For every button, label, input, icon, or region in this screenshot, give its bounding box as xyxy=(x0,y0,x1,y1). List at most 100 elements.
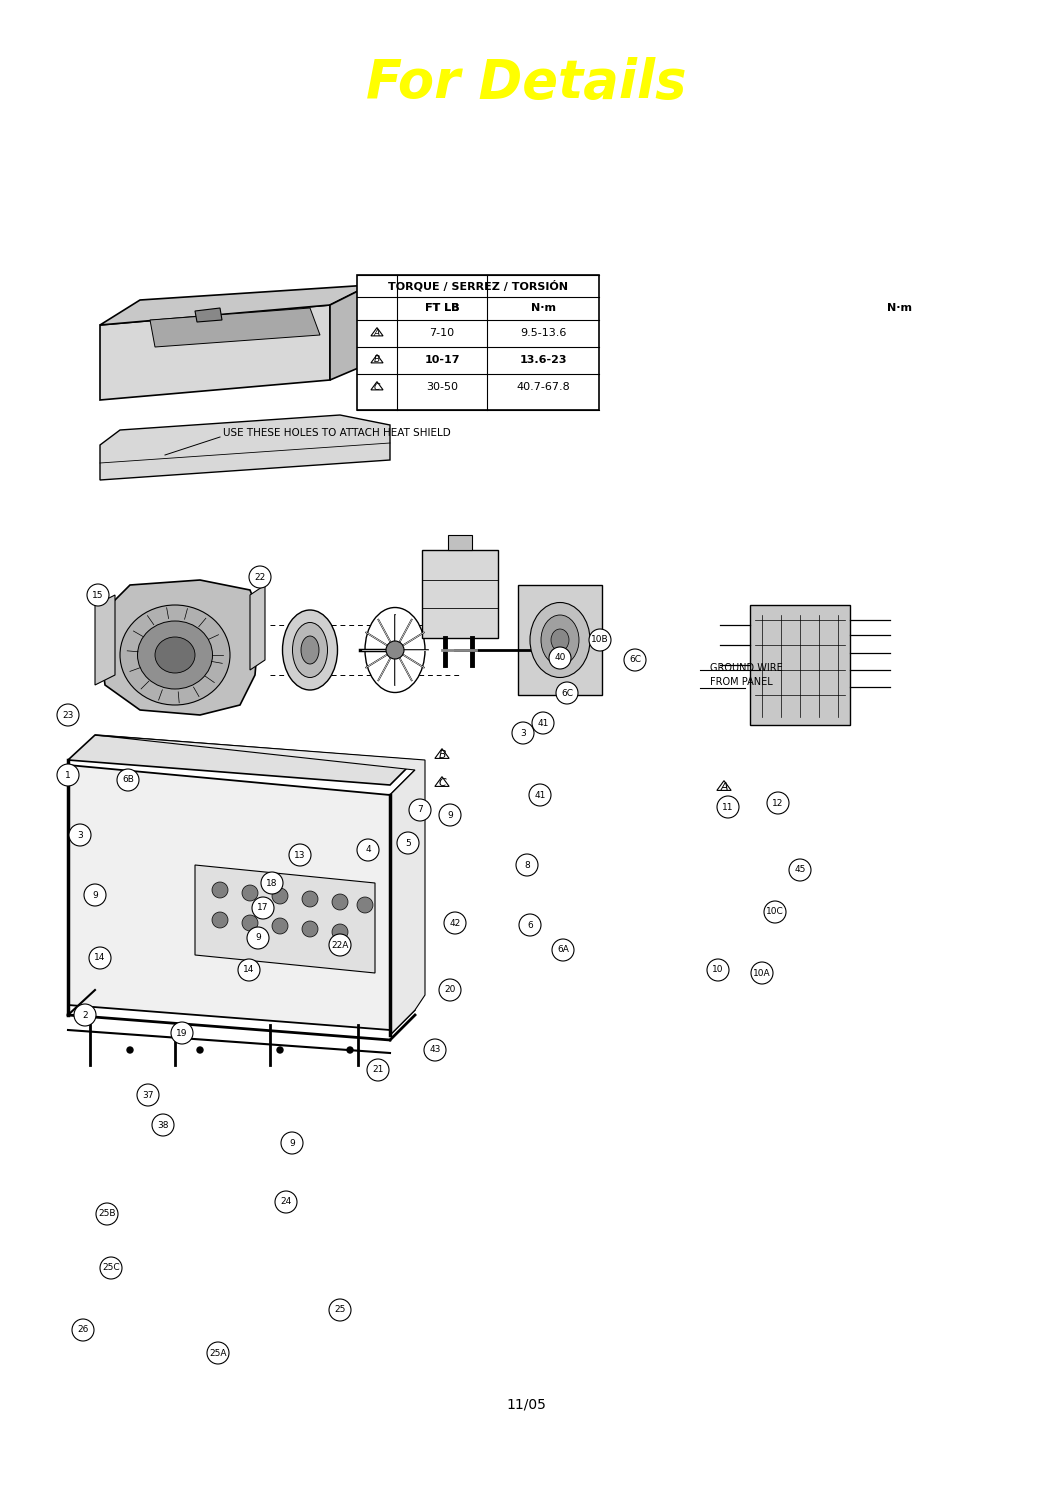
Text: 43: 43 xyxy=(429,1045,441,1054)
Text: 22A: 22A xyxy=(331,941,348,950)
Circle shape xyxy=(332,924,348,939)
Circle shape xyxy=(289,844,311,866)
Text: 24: 24 xyxy=(281,1197,291,1206)
Polygon shape xyxy=(250,585,265,670)
Text: 6C: 6C xyxy=(561,689,573,698)
Text: FT LB: FT LB xyxy=(425,303,460,314)
Polygon shape xyxy=(422,550,498,638)
Text: 9: 9 xyxy=(93,891,98,899)
Circle shape xyxy=(69,823,92,846)
Polygon shape xyxy=(100,581,260,715)
Text: 10: 10 xyxy=(712,965,724,974)
Circle shape xyxy=(247,927,269,949)
Polygon shape xyxy=(68,734,414,786)
Text: C: C xyxy=(439,778,446,789)
Circle shape xyxy=(117,769,139,792)
Polygon shape xyxy=(100,305,330,400)
Text: 19: 19 xyxy=(177,1028,187,1038)
Polygon shape xyxy=(750,605,850,725)
Ellipse shape xyxy=(155,636,195,673)
Circle shape xyxy=(332,894,348,909)
Circle shape xyxy=(281,1133,303,1154)
Circle shape xyxy=(515,854,538,876)
Circle shape xyxy=(519,914,541,936)
Circle shape xyxy=(751,962,773,985)
Ellipse shape xyxy=(551,629,569,651)
Circle shape xyxy=(100,1258,122,1279)
Text: N·m: N·m xyxy=(530,303,555,314)
Text: 13: 13 xyxy=(295,851,306,860)
Text: 25B: 25B xyxy=(98,1209,116,1218)
Text: 25C: 25C xyxy=(102,1264,120,1273)
Text: B: B xyxy=(439,749,446,760)
Text: USE THESE HOLES TO ATTACH HEAT SHIELD: USE THESE HOLES TO ATTACH HEAT SHIELD xyxy=(223,428,450,437)
Text: 6B: 6B xyxy=(122,775,134,784)
Text: 5: 5 xyxy=(405,838,411,847)
Text: TORQUE / SERREZ / TORSIÓN: TORQUE / SERREZ / TORSIÓN xyxy=(388,280,568,291)
Circle shape xyxy=(589,629,611,651)
Circle shape xyxy=(357,838,379,861)
Circle shape xyxy=(789,860,811,881)
Text: 15: 15 xyxy=(93,591,104,600)
Circle shape xyxy=(238,959,260,982)
Text: 3: 3 xyxy=(77,831,83,840)
Text: 9: 9 xyxy=(289,1139,295,1148)
Circle shape xyxy=(272,918,288,933)
Text: 9.5-13.6: 9.5-13.6 xyxy=(520,329,566,338)
Text: 41: 41 xyxy=(538,718,549,727)
Circle shape xyxy=(367,1059,389,1081)
Circle shape xyxy=(72,1320,94,1341)
Circle shape xyxy=(529,784,551,805)
Text: For Details: For Details xyxy=(366,57,686,109)
Text: 45: 45 xyxy=(794,866,806,875)
Text: 23: 23 xyxy=(62,710,74,719)
Circle shape xyxy=(386,641,404,659)
Circle shape xyxy=(137,1084,159,1105)
Circle shape xyxy=(764,900,786,923)
Text: 38: 38 xyxy=(157,1120,168,1129)
Circle shape xyxy=(213,912,228,927)
Circle shape xyxy=(242,885,258,900)
Text: 22: 22 xyxy=(255,573,265,582)
Polygon shape xyxy=(100,285,370,326)
Text: 6A: 6A xyxy=(558,946,569,955)
Ellipse shape xyxy=(530,603,590,677)
Polygon shape xyxy=(95,734,425,1034)
Ellipse shape xyxy=(365,608,425,692)
Circle shape xyxy=(171,1022,193,1044)
Text: 18: 18 xyxy=(266,879,278,888)
Text: 11: 11 xyxy=(723,802,733,811)
Text: 11/05: 11/05 xyxy=(506,1398,546,1411)
Text: 4: 4 xyxy=(365,846,370,855)
Text: 3: 3 xyxy=(520,728,526,737)
Circle shape xyxy=(439,979,461,1001)
Text: 7-10: 7-10 xyxy=(429,329,454,338)
Text: 7: 7 xyxy=(418,805,423,814)
Text: 2: 2 xyxy=(82,1010,87,1019)
Text: 25A: 25A xyxy=(209,1348,227,1357)
Polygon shape xyxy=(95,596,115,685)
Circle shape xyxy=(96,1203,118,1224)
Text: 9: 9 xyxy=(447,810,452,819)
Circle shape xyxy=(439,804,461,826)
Circle shape xyxy=(357,897,373,912)
Polygon shape xyxy=(390,771,414,1034)
Text: A: A xyxy=(373,329,380,338)
Polygon shape xyxy=(518,585,602,695)
Circle shape xyxy=(213,882,228,897)
Text: 42: 42 xyxy=(449,918,461,927)
Text: 10C: 10C xyxy=(766,908,784,917)
Text: 40: 40 xyxy=(554,653,566,662)
Circle shape xyxy=(277,1047,283,1053)
Circle shape xyxy=(717,796,739,817)
Ellipse shape xyxy=(541,615,579,665)
Text: 10B: 10B xyxy=(591,635,609,644)
Text: FT LB: FT LB xyxy=(425,303,460,314)
Text: A: A xyxy=(721,783,728,792)
Circle shape xyxy=(127,1047,133,1053)
Circle shape xyxy=(329,1298,351,1321)
FancyBboxPatch shape xyxy=(357,274,599,410)
Circle shape xyxy=(624,648,646,671)
Circle shape xyxy=(87,584,109,606)
Circle shape xyxy=(707,959,729,982)
